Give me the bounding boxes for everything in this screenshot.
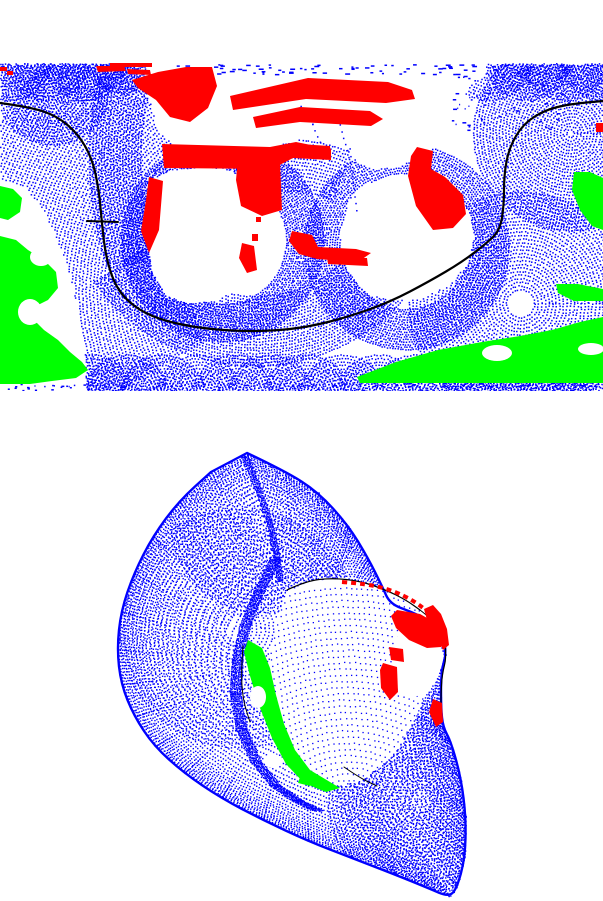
figure (0, 0, 603, 901)
flow-figure-canvas (0, 0, 603, 901)
